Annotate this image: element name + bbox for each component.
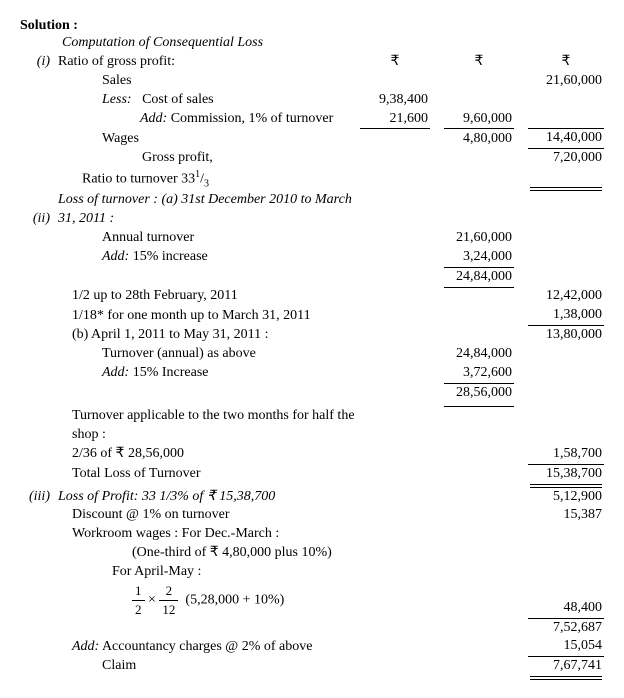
workroom-sub: (One-third of ₹ 4,80,000 plus 10%) (52, 544, 360, 563)
rupee-2: ₹ (444, 53, 514, 72)
claim-label: Claim (52, 657, 360, 676)
wages-val: 4,80,000 (444, 129, 514, 149)
sales-val: 21,60,000 (528, 72, 604, 91)
annual-label: Annual turnover (52, 229, 360, 248)
item-iii: (iii) (20, 488, 52, 507)
half-val: 12,42,000 (528, 287, 604, 306)
add15-row: Add: 15% increase (52, 248, 360, 267)
wages-label: Wages (52, 129, 360, 149)
cos-row: Less: Cost of sales (52, 91, 360, 110)
rupee-3: ₹ (528, 53, 604, 72)
sub1: 24,84,000 (444, 267, 514, 287)
sec-ii-heading-b: (b) April 1, 2011 to May 31, 2011 : (52, 325, 360, 344)
to-annual-label: Turnover (annual) as above (52, 345, 360, 364)
comm-label: Commission, 1% of turnover (171, 111, 334, 126)
sub2: 28,56,000 (444, 383, 514, 402)
apr-may-label: For April-May : (52, 563, 360, 582)
acct-val: 15,054 (528, 637, 604, 656)
add15b-row: Add: 15% Increase (52, 364, 360, 383)
applicable-line2: 2/36 of ₹ 28,56,000 (52, 445, 360, 464)
formula-row: 12 × 212 (5,28,000 + 10%) (52, 582, 360, 618)
eighteenth-val: 1,38,000 (528, 306, 604, 325)
item-i: (i) (20, 53, 52, 72)
cos-label: Cost of sales (142, 92, 214, 107)
applicable-val: 1,58,700 (528, 445, 604, 464)
total-loss-val: 15,38,700 (528, 464, 604, 483)
sec-iii-heading: Loss of Profit: 33 1/3% of ₹ 15,38,700 (52, 488, 360, 507)
formula-val: 48,400 (528, 582, 604, 618)
rupee-1: ₹ (360, 53, 430, 72)
add-label-1: Add: (140, 111, 167, 126)
claim-val: 7,67,741 (528, 657, 604, 676)
worksheet-table: Computation of Consequential Loss (i) Ra… (20, 34, 604, 680)
acct-row: Add: Accountancy charges @ 2% of above (52, 637, 360, 656)
cos-sub: 9,60,000 (444, 110, 514, 129)
commission-row: Add: Commission, 1% of turnover (52, 110, 360, 129)
a-total: 13,80,000 (528, 325, 604, 344)
lop-val: 5,12,900 (528, 488, 604, 507)
to-annual-val: 24,84,000 (444, 345, 514, 364)
item-ii: (ii) (20, 191, 52, 229)
discount-val: 15,387 (528, 506, 604, 525)
sec-i-heading: Ratio of gross profit: (52, 53, 360, 72)
ratio-line: Ratio to turnover 331/3 (52, 168, 360, 191)
annual-val: 21,60,000 (444, 229, 514, 248)
total-loss-label: Total Loss of Turnover (52, 464, 360, 483)
computation-subtitle: Computation of Consequential Loss (52, 34, 360, 53)
less-label: Less: (102, 92, 132, 107)
cos-val: 9,38,400 (360, 91, 430, 110)
workroom-label: Workroom wages : For Dec.-March : (52, 525, 360, 544)
gp-val: 7,20,000 (528, 149, 604, 168)
sec-ii-heading-a: Loss of turnover : (a) 31st December 201… (52, 191, 360, 229)
applicable-line1: Turnover applicable to the two months fo… (52, 407, 360, 445)
subtotal: 7,52,687 (528, 618, 604, 637)
discount-label: Discount @ 1% on turnover (52, 506, 360, 525)
add15-val: 3,24,000 (444, 248, 514, 267)
add15b-val: 3,72,600 (444, 364, 514, 383)
comm-val: 21,600 (360, 110, 430, 129)
gp-label: Gross profit, (52, 149, 360, 168)
half-label: 1/2 up to 28th February, 2011 (52, 287, 360, 306)
solution-title: Solution : (20, 18, 604, 34)
sales-label: Sales (52, 72, 360, 91)
wages-total: 14,40,000 (528, 129, 604, 149)
eighteenth-label: 1/18* for one month up to March 31, 2011 (52, 306, 360, 325)
